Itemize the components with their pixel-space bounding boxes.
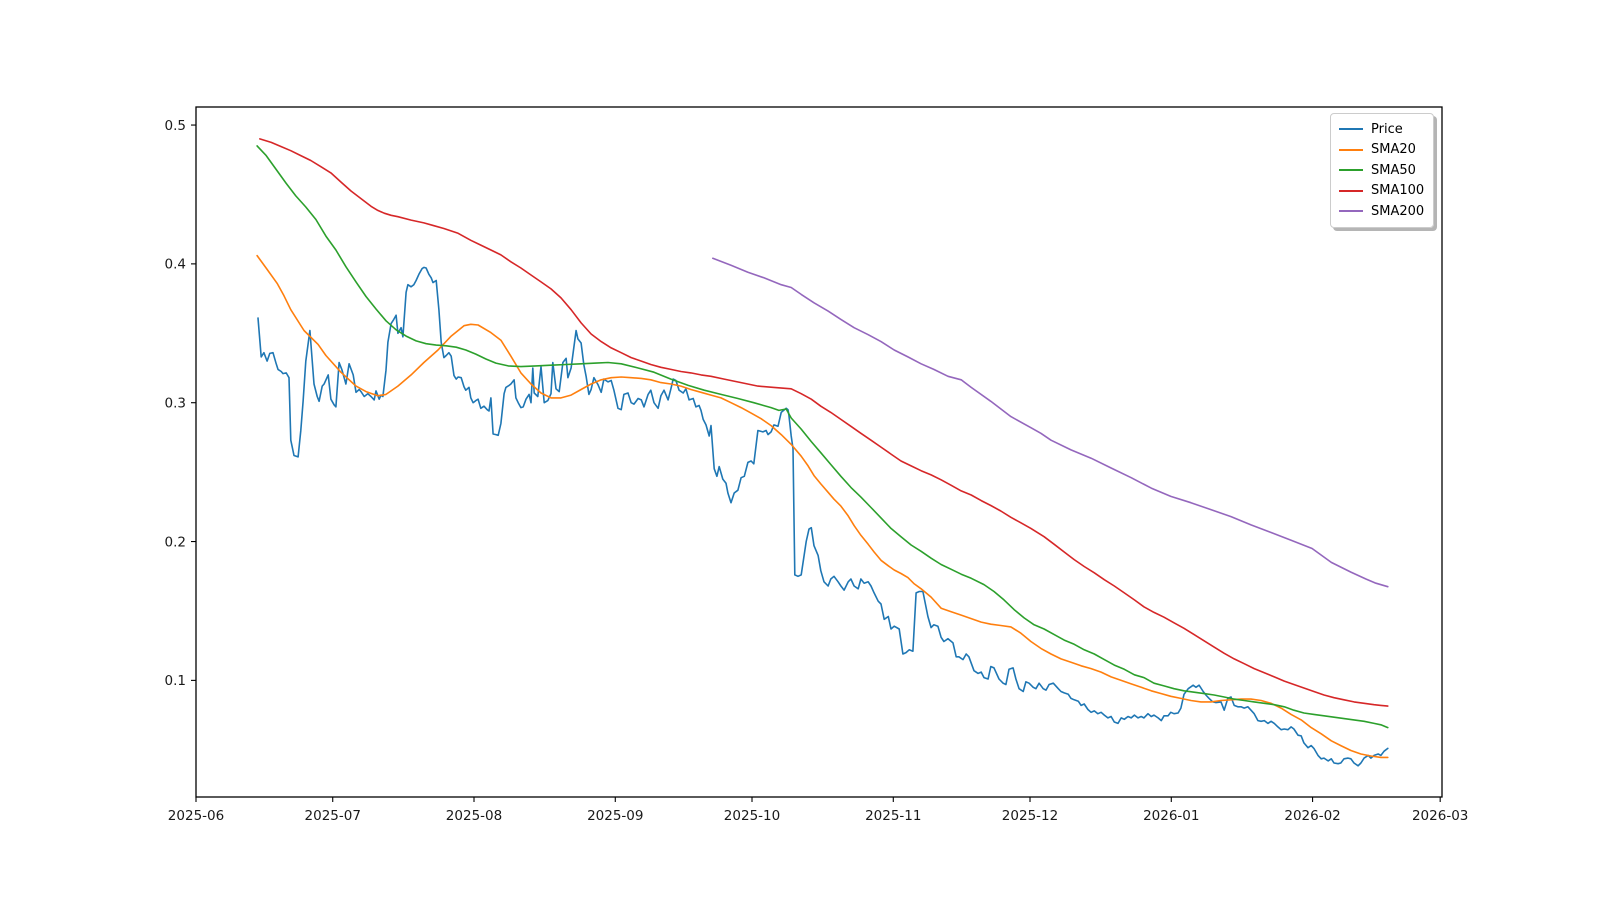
series-line-sma20 bbox=[256, 254, 1389, 759]
series-line-sma200 bbox=[711, 257, 1389, 588]
x-tick-label: 2025-09 bbox=[587, 808, 643, 824]
legend-item-price: Price bbox=[1339, 119, 1424, 140]
legend-label: Price bbox=[1371, 121, 1403, 137]
x-tick-label: 2025-11 bbox=[865, 808, 921, 824]
legend-label: SMA50 bbox=[1371, 162, 1416, 178]
x-tick-label: 2026-02 bbox=[1284, 808, 1340, 824]
legend-label: SMA20 bbox=[1371, 142, 1416, 158]
series-line-sma100 bbox=[258, 138, 1389, 707]
series-line-sma50 bbox=[256, 145, 1389, 729]
y-tick-label: 0.3 bbox=[165, 396, 186, 412]
x-tick-label: 2025-12 bbox=[1002, 808, 1058, 824]
y-tick-label: 0.4 bbox=[165, 257, 186, 273]
legend-item-sma100: SMA100 bbox=[1339, 181, 1424, 202]
legend-item-sma50: SMA50 bbox=[1339, 160, 1424, 181]
legend-item-sma20: SMA20 bbox=[1339, 140, 1424, 161]
legend-line-sample bbox=[1339, 128, 1363, 131]
legend-label: SMA200 bbox=[1371, 203, 1425, 219]
legend-label: SMA100 bbox=[1371, 183, 1425, 199]
legend: Price SMA20 SMA50 SMA100 SMA200 bbox=[1330, 113, 1435, 228]
axes-frame bbox=[195, 106, 1443, 798]
y-tick-label: 0.2 bbox=[165, 534, 186, 550]
legend-line-sample bbox=[1339, 148, 1363, 151]
legend-line-sample bbox=[1339, 169, 1363, 172]
y-tick-label: 0.1 bbox=[165, 673, 186, 689]
x-tick-label: 2026-01 bbox=[1143, 808, 1199, 824]
x-tick-label: 2025-06 bbox=[168, 808, 224, 824]
x-tick-label: 2025-08 bbox=[446, 808, 502, 824]
x-tick-label: 2025-07 bbox=[305, 808, 361, 824]
legend-line-sample bbox=[1339, 189, 1363, 192]
series-line-price bbox=[257, 266, 1389, 767]
x-tick-label: 2025-10 bbox=[724, 808, 780, 824]
legend-line-sample bbox=[1339, 210, 1363, 213]
legend-item-sma200: SMA200 bbox=[1339, 201, 1424, 222]
y-tick-label: 0.5 bbox=[165, 118, 186, 134]
x-tick-label: 2026-03 bbox=[1412, 808, 1468, 824]
